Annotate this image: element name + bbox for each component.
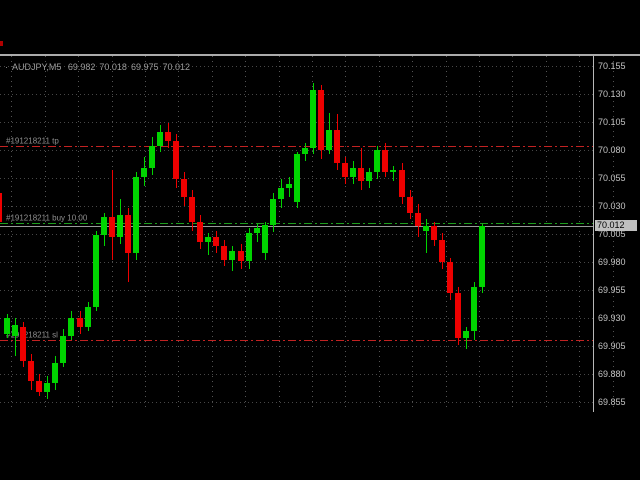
candle-body — [294, 154, 300, 202]
candle-body — [302, 148, 308, 154]
candle-body — [205, 237, 211, 242]
candle-body — [390, 170, 396, 172]
candle-body — [246, 233, 252, 261]
candle-body — [374, 150, 380, 172]
candle-body — [326, 130, 332, 150]
ohlc-open: 69.982 — [67, 62, 96, 72]
candle-body — [310, 90, 316, 148]
candle-body — [342, 163, 348, 177]
price-axis-label: 70.130 — [598, 89, 626, 99]
candle-body — [262, 225, 268, 253]
ohlc-low: 69.975 — [130, 62, 159, 72]
candle-body — [229, 251, 235, 260]
candle-body — [28, 361, 34, 381]
candle-body — [366, 172, 372, 181]
buy-line-label[interactable]: #191218211 buy 10.00 — [6, 214, 88, 223]
candle-body — [278, 188, 284, 199]
title-bullet: · — [5, 62, 8, 72]
sl-line-label[interactable]: #191218211 sl — [6, 331, 58, 340]
candle-body — [77, 318, 83, 327]
candle-body — [52, 363, 58, 383]
candle-body — [68, 318, 74, 336]
edge-artifact — [0, 41, 3, 46]
ohlc-close: 70.012 — [162, 62, 190, 72]
candle-body — [415, 213, 421, 226]
symbol-period-label: AUDJPY,M5 — [12, 62, 62, 72]
price-axis-label: 70.080 — [598, 145, 626, 155]
price-axis-label: 70.155 — [598, 61, 626, 71]
current-price-tag: 70.012 — [595, 220, 637, 231]
price-axis-label: 69.980 — [598, 257, 626, 267]
candle-body — [20, 327, 26, 361]
candle-body — [423, 226, 429, 231]
candle-body — [479, 226, 485, 287]
candle-body — [431, 226, 437, 240]
candle-body — [157, 132, 163, 146]
price-axis-label: 70.055 — [598, 173, 626, 183]
candle-body — [12, 325, 18, 336]
candle-body — [189, 197, 195, 222]
candle-body — [44, 383, 50, 392]
price-axis-label: 69.855 — [598, 397, 626, 407]
price-axis-label: 69.905 — [598, 341, 626, 351]
candle-body — [85, 307, 91, 327]
candle-body — [101, 217, 107, 235]
ohlc-high: 70.018 — [99, 62, 127, 72]
candle-body — [471, 287, 477, 331]
tp-line-label[interactable]: #191218211 tp — [6, 137, 59, 146]
candle-body — [165, 132, 171, 141]
candle-body — [334, 130, 340, 163]
candle-body — [358, 168, 364, 181]
candle-body — [447, 262, 453, 293]
candle-body — [173, 141, 179, 179]
candle-body — [149, 146, 155, 168]
candle-body — [270, 199, 276, 225]
candle-body — [213, 237, 219, 246]
candle-body — [455, 293, 461, 338]
price-axis-label: 70.105 — [598, 117, 626, 127]
chart-title: · AUDJPY,M5 69.982 70.018 69.975 70.012 — [5, 62, 194, 72]
candle-body — [382, 150, 388, 172]
candle-body — [350, 168, 356, 177]
candle-body — [4, 318, 10, 334]
candle-body — [36, 381, 42, 392]
candle-body — [125, 215, 131, 253]
candle-body — [181, 179, 187, 197]
candle-body — [133, 177, 139, 253]
candle-body — [141, 168, 147, 177]
candle-body — [60, 336, 66, 363]
candle-body — [318, 90, 324, 150]
candle-body — [399, 170, 405, 197]
price-axis-label: 70.030 — [598, 201, 626, 211]
price-axis-label: 69.930 — [598, 313, 626, 323]
candle-body — [439, 240, 445, 262]
price-axis-label: 69.880 — [598, 369, 626, 379]
candle-body — [463, 331, 469, 338]
price-axis-label: 70.005 — [598, 229, 626, 239]
candle-body — [197, 222, 203, 242]
candle-body — [254, 228, 260, 233]
candle-body — [117, 215, 123, 237]
candle-body — [286, 184, 292, 188]
candle-body — [93, 235, 99, 307]
candle-body — [238, 251, 244, 261]
candle-body — [407, 197, 413, 213]
candle-body — [109, 217, 115, 237]
candle-body — [221, 246, 227, 260]
candle-body — [0, 193, 2, 222]
price-axis-label: 69.955 — [598, 285, 626, 295]
